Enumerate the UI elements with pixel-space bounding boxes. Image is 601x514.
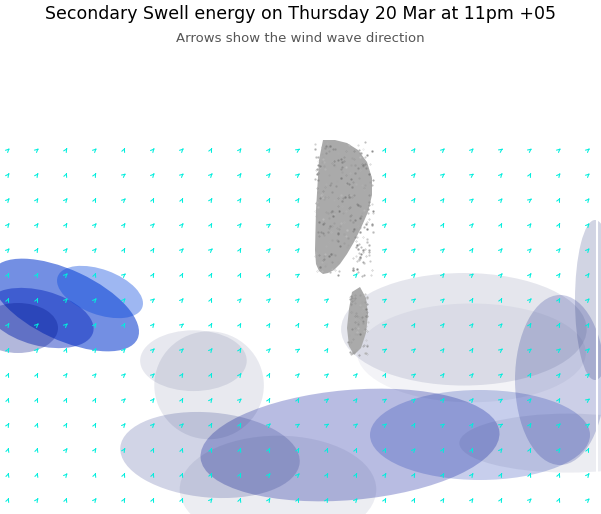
Text: Arrows show the wind wave direction: Arrows show the wind wave direction	[176, 32, 425, 46]
Ellipse shape	[0, 303, 58, 353]
Ellipse shape	[341, 273, 587, 386]
Ellipse shape	[575, 220, 601, 380]
Ellipse shape	[140, 331, 247, 391]
Ellipse shape	[370, 390, 590, 480]
Polygon shape	[315, 140, 372, 274]
Ellipse shape	[57, 266, 143, 318]
Ellipse shape	[201, 389, 499, 501]
Ellipse shape	[154, 332, 264, 439]
Ellipse shape	[120, 412, 300, 498]
Ellipse shape	[180, 436, 376, 514]
Polygon shape	[347, 287, 368, 355]
Ellipse shape	[515, 295, 601, 465]
Ellipse shape	[0, 288, 94, 348]
Ellipse shape	[0, 259, 139, 352]
Text: Secondary Swell energy on Thursday 20 Mar at 11pm +05: Secondary Swell energy on Thursday 20 Ma…	[45, 5, 556, 23]
Ellipse shape	[459, 414, 601, 472]
